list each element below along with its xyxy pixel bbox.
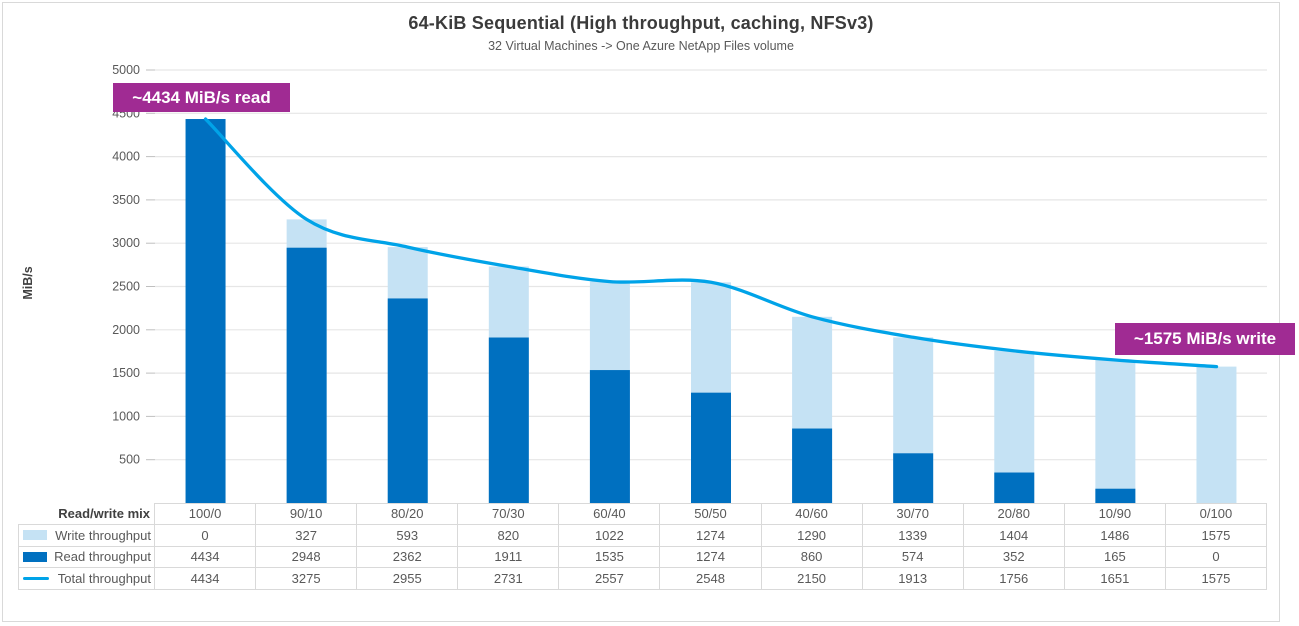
data-table-legend: Read/write mix 100/0 90/10 80/20 70/30 60/40 5…	[18, 503, 1267, 590]
value-cell: 2731	[458, 568, 560, 590]
write-bar-segment	[1196, 366, 1237, 503]
value-cell: 593	[357, 524, 459, 547]
total-throughput-line	[203, 117, 1219, 369]
value-cell: 2948	[256, 546, 358, 569]
read-bar-segment	[994, 472, 1035, 503]
bar-legend-swatch	[23, 530, 47, 541]
value-cell: 1535	[559, 546, 661, 569]
y-tick-label: 500	[119, 453, 140, 467]
y-tick-label: 3500	[112, 193, 140, 207]
total-line-path	[203, 117, 1219, 369]
value-cell: 165	[1064, 546, 1166, 569]
read-bar-segment	[286, 247, 327, 503]
chart-title: 64-KiB Sequential (High throughput, cach…	[408, 13, 874, 33]
value-cell: 860	[761, 546, 863, 569]
category-header-cell: 40/60	[761, 503, 863, 525]
bar-legend-swatch	[23, 551, 47, 562]
y-tick-label: 4000	[112, 150, 140, 164]
value-cell: 2955	[357, 568, 459, 590]
line-legend-swatch	[23, 577, 49, 581]
value-cell: 1339	[862, 524, 964, 547]
series-name-label: Total throughput	[57, 571, 151, 587]
value-cell: 2548	[660, 568, 762, 590]
value-cell: 1022	[559, 524, 661, 547]
stacked-bars	[185, 119, 1237, 504]
value-cell: 1274	[660, 546, 762, 569]
y-tick-label: 2000	[112, 323, 140, 337]
y-tick-label: 1500	[112, 366, 140, 380]
value-cell: 1913	[862, 568, 964, 590]
category-header-cell: 50/50	[660, 503, 762, 525]
value-cell: 1274	[660, 524, 762, 547]
series-row-header: Write throughput	[18, 524, 155, 547]
value-cell: 2557	[559, 568, 661, 590]
y-tick-label: 2500	[112, 280, 140, 294]
value-cell: 820	[458, 524, 560, 547]
series-name-label: Read throughput	[54, 549, 151, 565]
category-header-cell: 100/0	[155, 503, 257, 525]
value-cell: 1575	[1165, 524, 1267, 547]
category-header-cell: 0/100	[1165, 503, 1267, 525]
read-bar-segment	[589, 370, 630, 503]
table-corner-header: Read/write mix	[18, 503, 155, 525]
read-bar-segment	[387, 298, 428, 503]
value-cell: 1290	[761, 524, 863, 547]
annotation-write-peak: ~1575 MiB/s write	[1115, 323, 1295, 355]
y-tick-label: 1000	[112, 409, 140, 423]
value-cell: 4434	[155, 546, 257, 569]
annotation-read-peak: ~4434 MiB/s read	[113, 83, 290, 112]
value-cell: 0	[1165, 546, 1267, 569]
series-name-label: Write throughput	[55, 527, 151, 543]
category-header-cell: 10/90	[1064, 503, 1166, 525]
category-header-cell: 60/40	[559, 503, 661, 525]
chart-subtitle: 32 Virtual Machines -> One Azure NetApp …	[488, 39, 794, 53]
category-header-cell: 20/80	[963, 503, 1065, 525]
value-cell: 2150	[761, 568, 863, 590]
value-cell: 1911	[458, 546, 560, 569]
value-cell: 1575	[1165, 568, 1267, 590]
read-bar-segment	[185, 119, 226, 504]
y-tick-label: 3000	[112, 236, 140, 250]
read-bar-segment	[1095, 488, 1136, 503]
value-cell: 352	[963, 546, 1065, 569]
value-cell: 1404	[963, 524, 1065, 547]
y-tick-label: 5000	[112, 63, 140, 77]
series-row-header: Read throughput	[18, 546, 155, 569]
series-row-header: Total throughput	[18, 568, 155, 590]
value-cell: 0	[155, 524, 257, 547]
value-cell: 574	[862, 546, 964, 569]
value-cell: 1756	[963, 568, 1065, 590]
value-cell: 1651	[1064, 568, 1166, 590]
read-bar-segment	[792, 428, 833, 503]
read-bar-segment	[488, 337, 529, 503]
category-header-cell: 90/10	[256, 503, 358, 525]
read-bar-segment	[691, 392, 731, 503]
value-cell: 1486	[1064, 524, 1166, 547]
category-header-cell: 80/20	[357, 503, 459, 525]
value-cell: 4434	[155, 568, 257, 590]
category-header-cell: 30/70	[862, 503, 964, 525]
read-bar-segment	[893, 453, 934, 503]
write-bar-segment	[1095, 360, 1136, 503]
value-cell: 2362	[357, 546, 459, 569]
value-cell: 3275	[256, 568, 358, 590]
value-cell: 327	[256, 524, 358, 547]
category-header-cell: 70/30	[458, 503, 560, 525]
